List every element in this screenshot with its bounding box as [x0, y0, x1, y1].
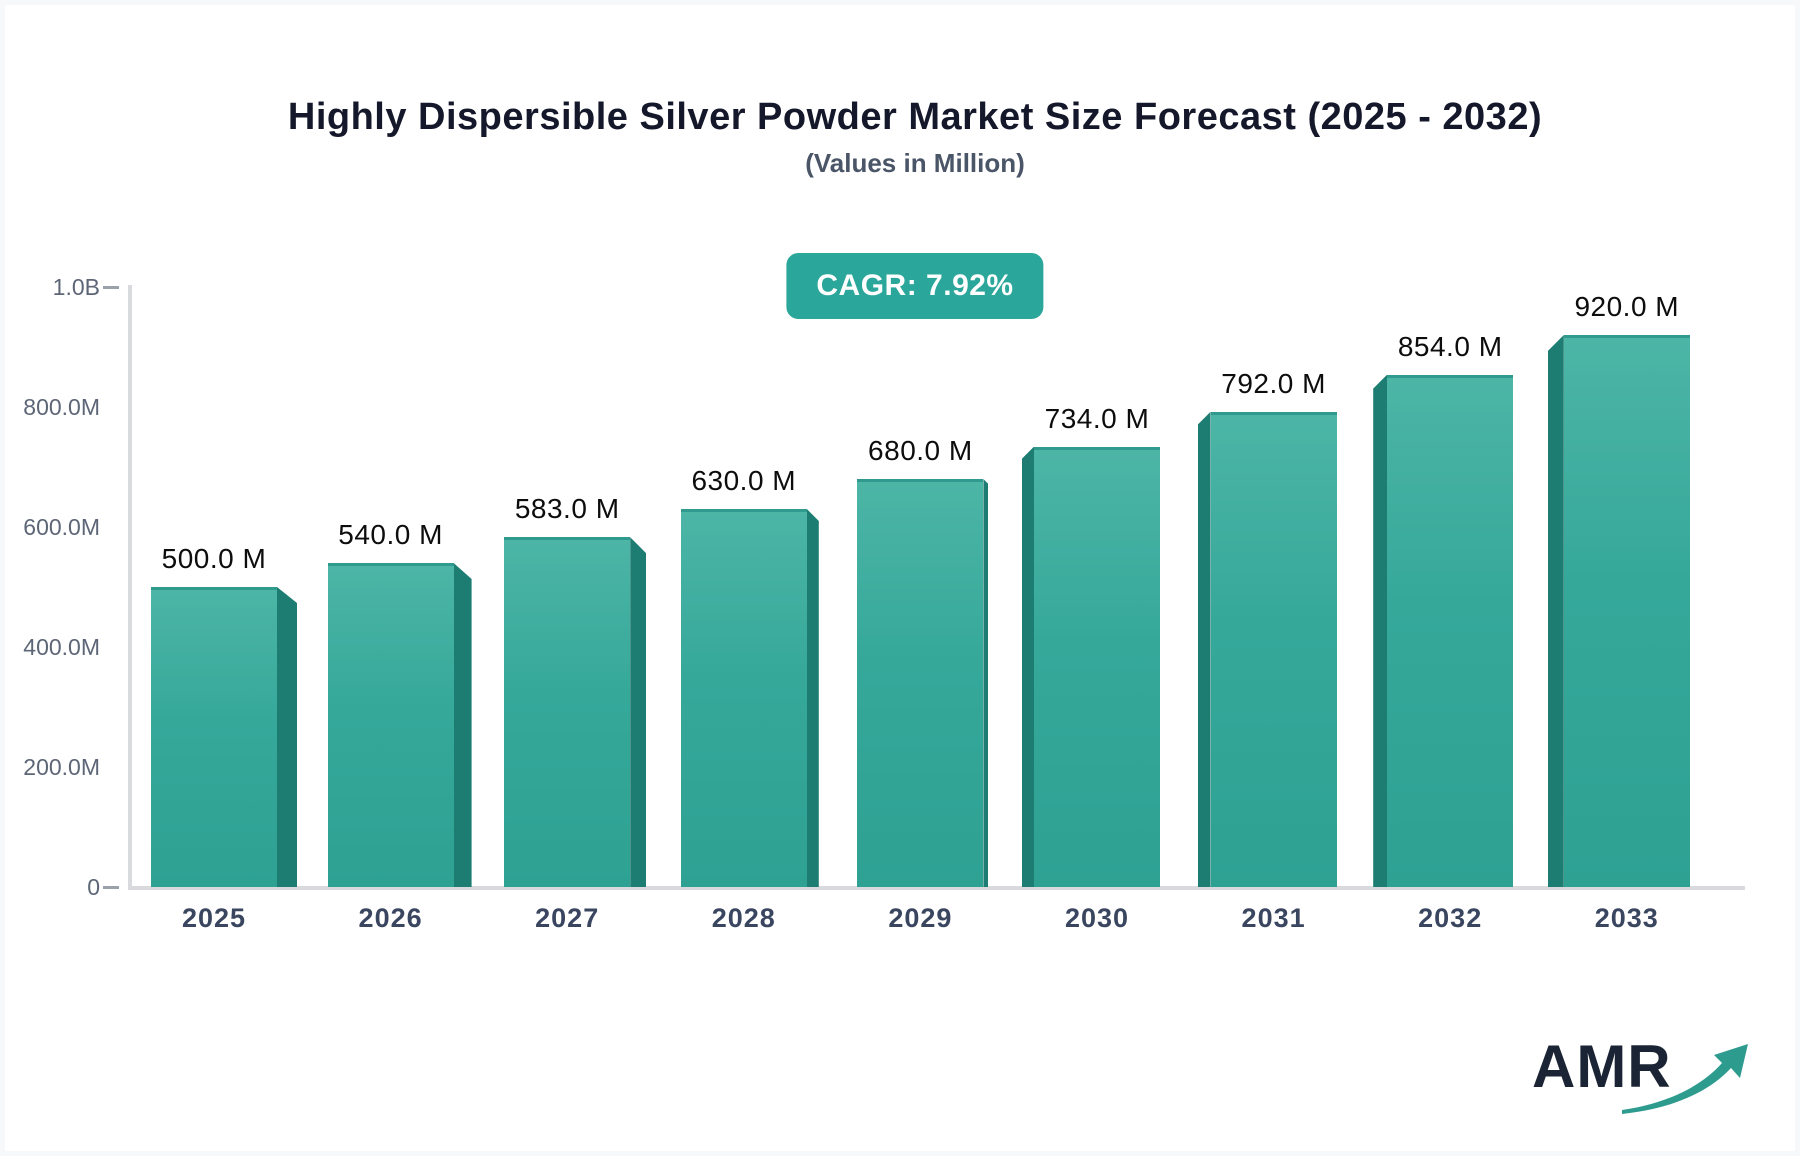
x-axis-line	[128, 886, 1745, 890]
bar-value-label: 792.0 M	[1221, 367, 1326, 399]
bar-side	[453, 563, 472, 887]
y-axis-tick-label: 1.0B	[52, 274, 100, 300]
x-axis-category-label: 2026	[358, 903, 423, 933]
x-axis-category-label: 2028	[711, 903, 776, 933]
growth-arrow-icon	[1622, 1044, 1748, 1114]
x-axis-category-label: 2029	[888, 903, 953, 933]
bar-face	[1563, 335, 1690, 887]
bar-face	[1034, 446, 1160, 887]
bar-value-label: 500.0 M	[161, 543, 267, 574]
bar-face	[504, 537, 631, 887]
y-axis-tick-label: 800.0M	[23, 394, 100, 420]
bar-side	[277, 587, 297, 887]
amr-logo: AMR	[1532, 1030, 1762, 1115]
y-axis-tick-mark	[103, 886, 119, 889]
y-axis-tick-label: 200.0M	[23, 754, 100, 780]
x-axis-category-label: 2030	[1064, 903, 1130, 933]
cagr-badge: CAGR: 7.92%	[786, 253, 1044, 319]
y-axis-tick-label: 600.0M	[23, 514, 100, 540]
y-axis-line	[128, 285, 132, 889]
bar-side	[630, 537, 647, 887]
bar-face	[1387, 374, 1514, 887]
bar-value-label: 630.0 M	[691, 465, 797, 496]
bar-value-label: 854.0 M	[1397, 330, 1503, 362]
bar-face	[680, 509, 807, 887]
bar-face	[1210, 411, 1337, 887]
bar-side	[983, 479, 989, 887]
bar-value-label: 920.0 M	[1574, 291, 1680, 322]
bar-value-label: 583.0 M	[514, 493, 620, 525]
x-axis-category-label: 2027	[535, 903, 600, 933]
bar-value-label: 734.0 M	[1044, 402, 1150, 434]
bar-side	[1022, 446, 1034, 887]
bar-side	[806, 509, 819, 887]
bar-side	[1197, 411, 1211, 887]
chart-title: Highly Dispersible Silver Powder Market …	[287, 96, 1543, 138]
y-axis-tick-label: 0	[87, 874, 100, 900]
bar-value-label: 540.0 M	[338, 519, 443, 550]
x-axis-category-label: 2032	[1418, 903, 1483, 933]
bar-face	[857, 479, 984, 887]
chart-subtitle: (Values in Million)	[805, 148, 1025, 178]
x-axis-category-label: 2025	[181, 903, 247, 933]
bar-side	[1373, 374, 1388, 887]
y-axis-tick-label: 400.0M	[23, 634, 100, 660]
amr-logo-text: AMR	[1532, 1033, 1672, 1100]
y-axis-tick-mark	[103, 286, 119, 289]
bar-side	[1547, 335, 1564, 887]
bar-face	[327, 563, 454, 887]
x-axis-category-label: 2033	[1594, 903, 1659, 933]
bar-face	[151, 587, 277, 887]
bar-value-label: 680.0 M	[868, 435, 973, 466]
x-axis-category-label: 2031	[1241, 903, 1306, 933]
